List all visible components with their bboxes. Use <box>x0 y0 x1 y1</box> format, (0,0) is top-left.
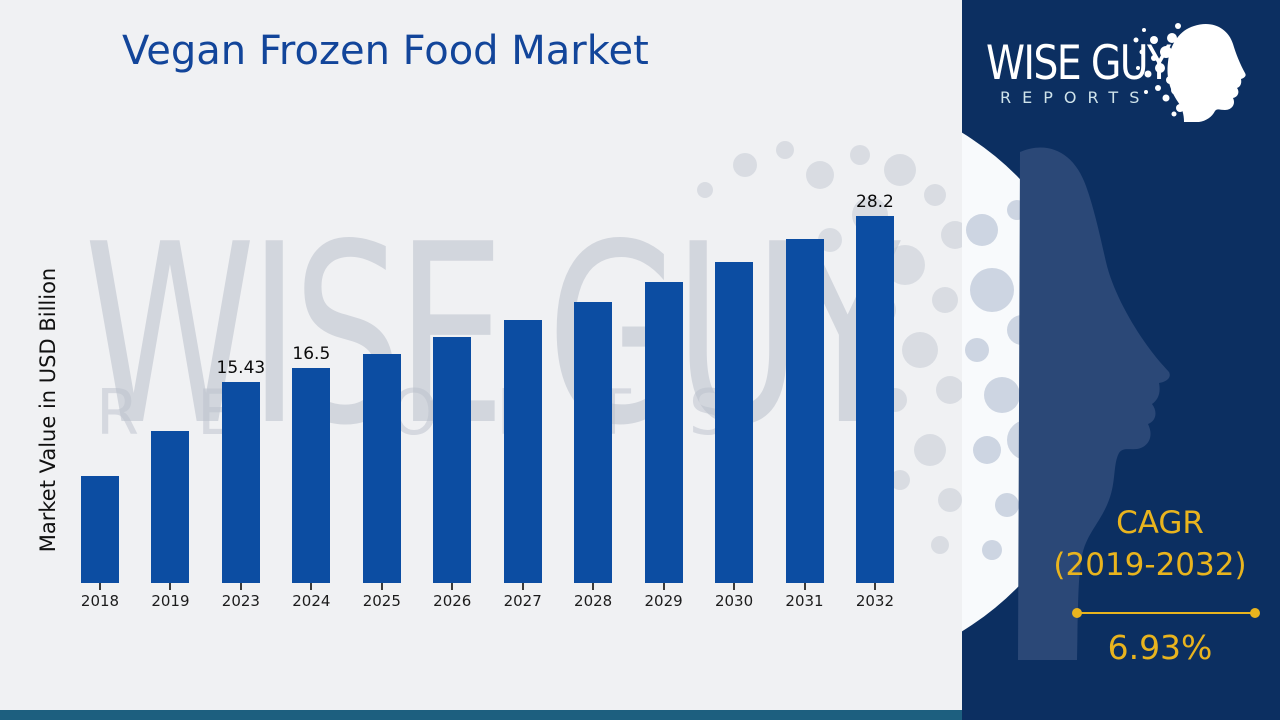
watermark-reports-text: REPORTS <box>96 382 786 444</box>
x-axis-tick <box>521 583 524 590</box>
x-axis-tick <box>169 583 172 590</box>
x-tick-label-2023: 2023 <box>221 592 260 610</box>
bar-2024 <box>292 368 331 583</box>
bottom-accent-strip <box>0 710 962 720</box>
cagr-line-left-dot-icon <box>1072 608 1082 618</box>
cagr-value: 6.93% <box>1107 628 1213 667</box>
watermark-wiseguy-text: WISE GUY <box>84 192 901 480</box>
x-tick-label-2030: 2030 <box>714 592 754 610</box>
x-tick-label-2019: 2019 <box>151 592 190 610</box>
bar-2029 <box>644 282 683 583</box>
x-tick-label-2024: 2024 <box>292 592 331 610</box>
bar-value-label-2032: 28.2 <box>856 192 894 212</box>
x-tick-label-2018: 2018 <box>80 592 120 610</box>
bar-2018 <box>81 476 119 583</box>
x-axis-tick <box>592 583 595 590</box>
watermark-dots-pattern <box>697 141 962 554</box>
bar-2025 <box>362 354 401 583</box>
x-tick-label-2027: 2027 <box>503 592 542 610</box>
bar-2027 <box>503 320 542 583</box>
x-axis-tick <box>733 583 736 590</box>
bar-2019 <box>151 431 190 583</box>
cagr-period: (2019-2032) <box>1053 547 1247 583</box>
bar-2030 <box>715 262 754 583</box>
x-axis-tick <box>99 583 101 590</box>
cagr-line-right-dot-icon <box>1250 608 1260 618</box>
x-tick-label-2029: 2029 <box>644 592 683 610</box>
chart-title: Vegan Frozen Food Market <box>122 28 649 74</box>
logo-reports-text: REPORTS <box>1000 88 1151 107</box>
x-axis-tick <box>873 583 876 590</box>
x-axis-tick <box>803 583 806 590</box>
bar-value-label-2024: 16.5 <box>292 344 331 364</box>
bar-value-label-2023: 15.43 <box>216 358 266 378</box>
x-tick-label-2025: 2025 <box>362 592 401 610</box>
panel-decoration <box>962 0 1280 720</box>
bar-2026 <box>433 337 472 583</box>
x-axis-tick <box>310 583 313 590</box>
bar-2032 <box>855 216 894 583</box>
x-axis-tick <box>662 583 665 590</box>
x-tick-label-2032: 2032 <box>855 592 895 610</box>
x-axis-tick <box>239 583 242 590</box>
x-tick-label-2031: 2031 <box>785 592 824 610</box>
x-axis-tick <box>380 583 383 590</box>
x-tick-label-2028: 2028 <box>574 592 613 610</box>
panel-face-silhouette <box>1018 147 1170 660</box>
logo-wiseguy-text: WISE GUY <box>986 36 1171 91</box>
cagr-divider-line <box>1072 608 1260 618</box>
chart-region: WISE GUY REPORTS Vegan Frozen Food Marke… <box>0 28 962 720</box>
bar-2028 <box>574 302 613 583</box>
bar-2031 <box>785 239 824 583</box>
bar-2023 <box>221 382 260 583</box>
x-tick-label-2026: 2026 <box>433 592 472 610</box>
y-axis-label: Market Value in USD Billion <box>36 267 60 553</box>
x-axis-tick <box>451 583 454 590</box>
brand-panel: WISE GUY REPORTS CAGR (2019-2032) <box>962 0 1280 720</box>
cagr-label: CAGR <box>1116 505 1204 541</box>
logo-head-icon <box>1133 23 1246 122</box>
